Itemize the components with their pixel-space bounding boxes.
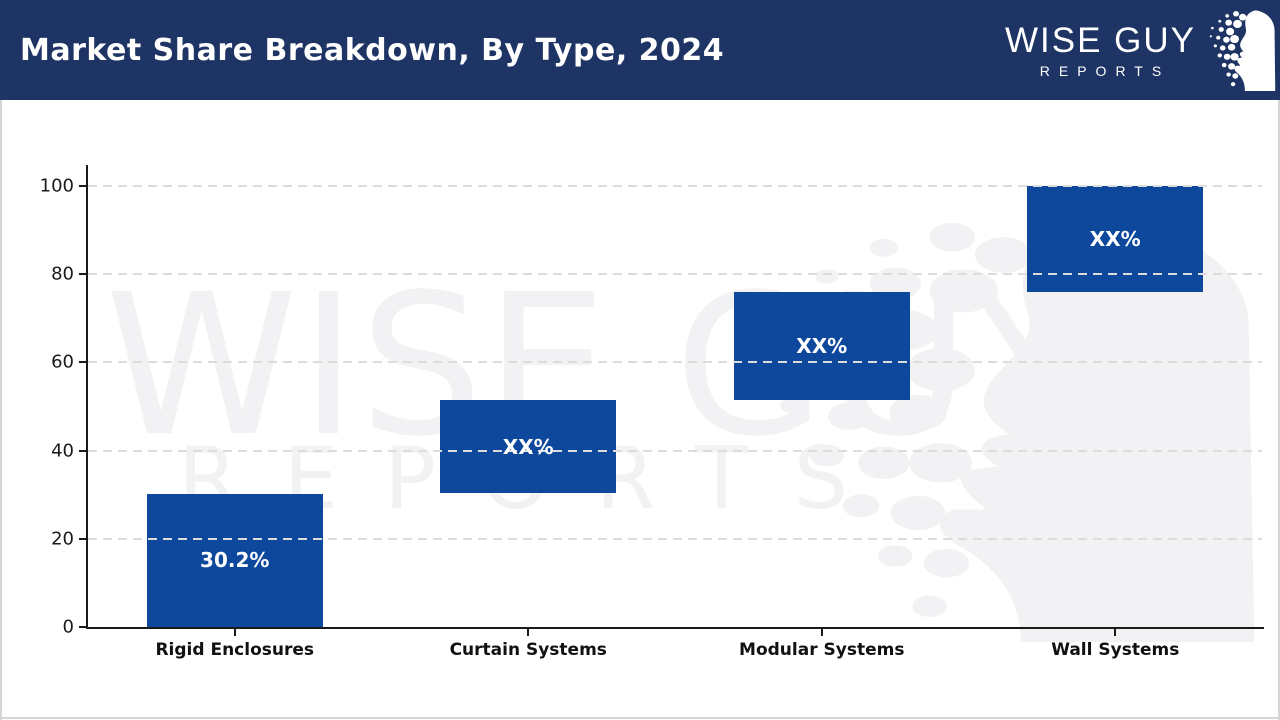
header-bar: Market Share Breakdown, By Type, 2024 WI…: [0, 0, 1280, 100]
page-border-left: [0, 100, 2, 720]
y-tick-label: 60: [51, 351, 74, 373]
bar-segment: [440, 400, 616, 494]
wise-guy-reports-logo: WISE GUY REPORTS: [1005, 9, 1280, 91]
gridline: [88, 361, 1262, 364]
x-tick-mark: [821, 629, 823, 636]
gridline: [88, 185, 1262, 187]
y-tick-label: 100: [39, 175, 74, 197]
y-tick-mark: [79, 273, 87, 276]
category-label: Curtain Systems: [449, 640, 607, 660]
y-tick-label: 0: [62, 616, 74, 638]
category-label: Rigid Enclosures: [155, 640, 315, 660]
bar-segment: [734, 291, 910, 400]
page-title: Market Share Breakdown, By Type, 2024: [20, 32, 725, 68]
x-axis-line: [86, 627, 1264, 629]
y-tick-mark: [79, 185, 87, 187]
x-tick-mark: [234, 629, 236, 636]
y-axis-line: [86, 165, 88, 627]
y-tick-label: 20: [51, 528, 74, 550]
y-tick-label: 40: [51, 440, 74, 462]
category-label: Modular Systems: [739, 640, 905, 660]
y-tick-mark: [79, 626, 87, 628]
x-tick-mark: [527, 629, 529, 636]
y-tick-mark: [79, 537, 87, 540]
category-label: Wall Systems: [1051, 640, 1180, 660]
page-border-right: [1278, 100, 1280, 720]
bar-value-label: XX%: [502, 435, 554, 460]
gridline: [88, 273, 1262, 276]
bar-value-label: XX%: [796, 334, 848, 359]
bar-value-label: 30.2%: [200, 548, 270, 573]
x-tick-mark: [1114, 629, 1116, 636]
gridline: [88, 537, 1262, 540]
logo-subtitle: REPORTS: [1039, 63, 1171, 79]
gridline: [88, 449, 1262, 452]
y-tick-mark: [79, 449, 87, 452]
logo-text: WISE GUY REPORTS: [1005, 21, 1196, 79]
page-border-bottom: [0, 717, 1280, 719]
y-tick-label: 80: [51, 263, 74, 285]
logo-wordmark: WISE GUY: [1004, 21, 1196, 60]
dotted-head-icon: [1209, 10, 1276, 91]
plot-area: 0 20 40 60 80 100 30.2% Rigid Enclosures XX% Curt…: [0, 100, 1280, 720]
bar-segment: [147, 493, 323, 627]
y-tick-mark: [79, 361, 87, 364]
bar-value-label: XX%: [1089, 226, 1141, 251]
